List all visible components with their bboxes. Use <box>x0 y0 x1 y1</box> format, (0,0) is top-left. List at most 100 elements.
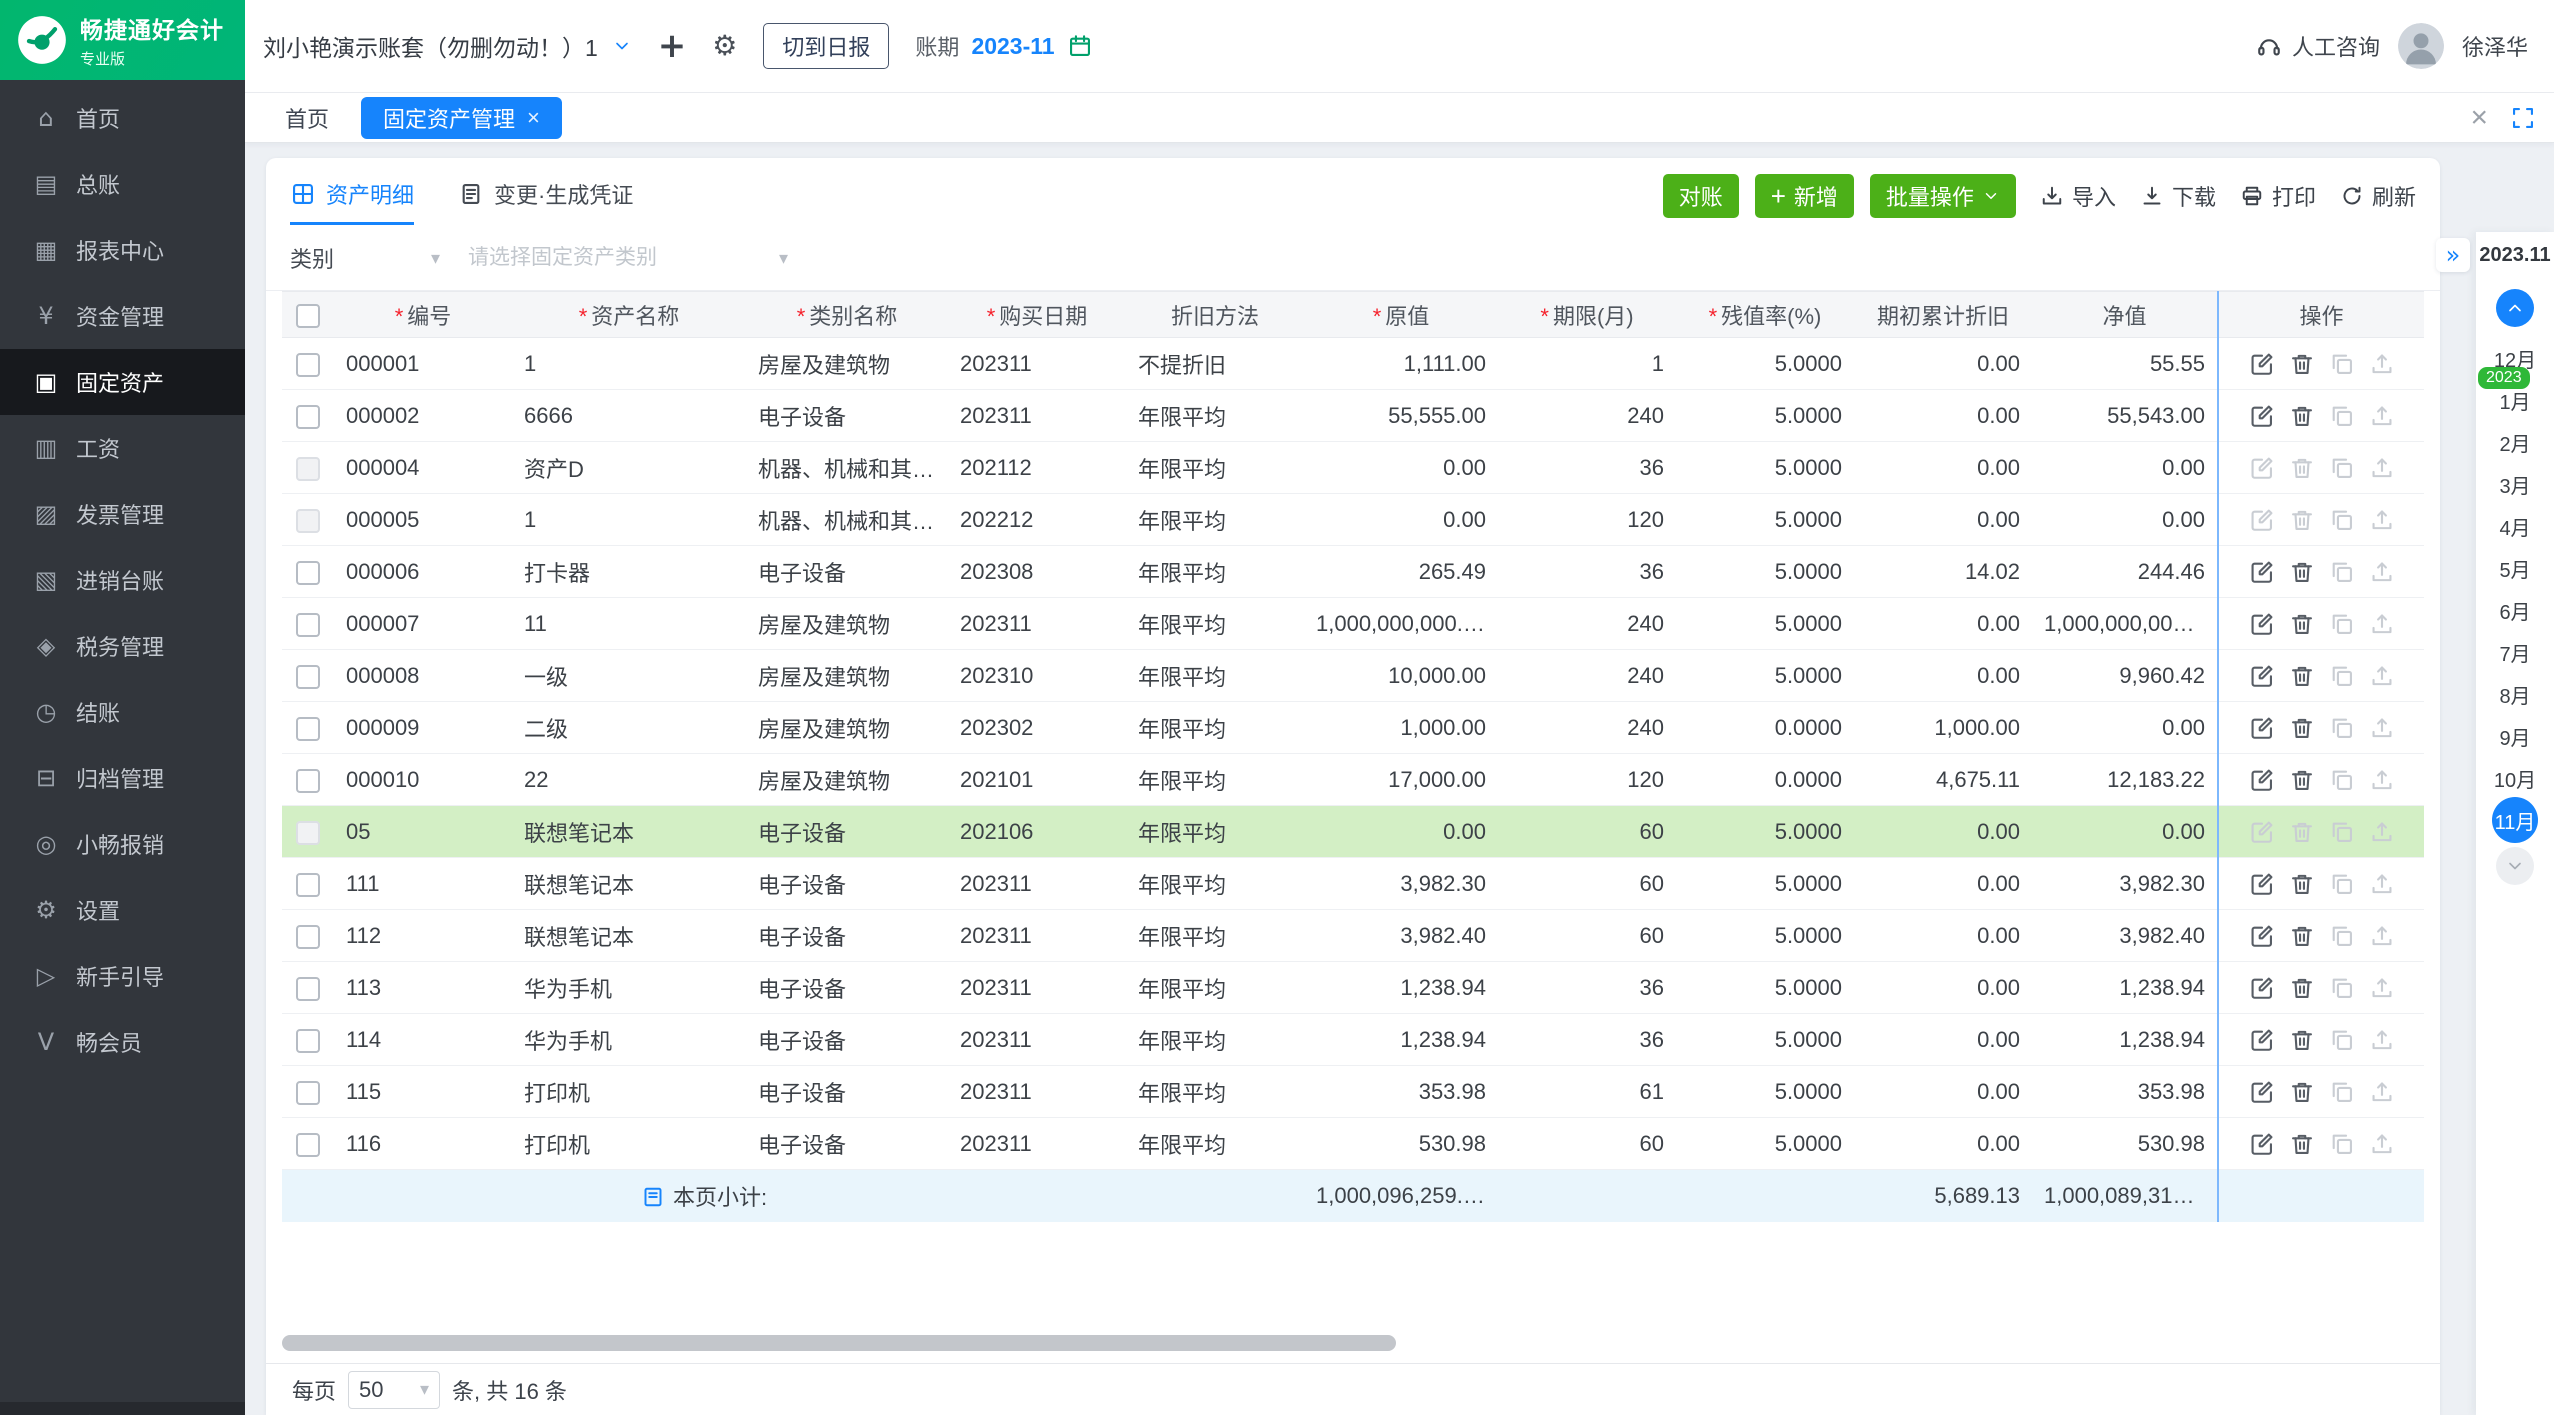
rail-collapse-button[interactable]: » <box>2436 238 2470 272</box>
export-icon[interactable] <box>2369 871 2395 897</box>
delete-icon[interactable] <box>2289 611 2315 637</box>
table-row[interactable]: 000006 打卡器 电子设备 202308 年限平均 265.49 36 5.0000 14.… <box>282 545 2424 598</box>
sidebar-item-assets[interactable]: ▣ 固定资产 <box>0 349 245 415</box>
reconcile-button[interactable]: 对账 <box>1662 174 1739 218</box>
tab-fixed-assets[interactable]: 固定资产管理 × <box>361 96 562 139</box>
sidebar-item-funds[interactable]: ¥ 资金管理 <box>0 283 245 349</box>
table-row[interactable]: 000007 11 房屋及建筑物 202311 年限平均 1,000,000,000.00… <box>282 597 2424 650</box>
sidebar-item-salary[interactable]: ▥ 工资 <box>0 415 245 481</box>
sidebar-item-closing[interactable]: ◷ 结账 <box>0 679 245 745</box>
copy-icon[interactable] <box>2329 1079 2355 1105</box>
sidebar-item-guide[interactable]: ▷ 新手引导 <box>0 943 245 1009</box>
row-checkbox[interactable] <box>296 1080 320 1105</box>
sidebar-item-expense[interactable]: ◎ 小畅报销 <box>0 811 245 877</box>
edit-icon[interactable] <box>2249 1079 2275 1105</box>
delete-icon[interactable] <box>2289 1131 2315 1157</box>
copy-icon[interactable] <box>2329 403 2355 429</box>
calendar-month-10[interactable]: 10月 <box>2493 769 2537 792</box>
edit-icon[interactable] <box>2249 611 2275 637</box>
edit-icon[interactable] <box>2249 559 2275 585</box>
horizontal-scrollbar[interactable] <box>282 1335 2424 1351</box>
table-row[interactable]: 113 华为手机 电子设备 202311 年限平均 1,238.94 36 5.0000 0.0… <box>282 961 2424 1014</box>
calendar-month-4[interactable]: 4月 <box>2499 517 2531 540</box>
select-all-checkbox[interactable] <box>296 303 320 328</box>
row-checkbox[interactable] <box>296 716 320 741</box>
delete-icon[interactable] <box>2289 715 2315 741</box>
calendar-month-7[interactable]: 7月 <box>2499 643 2531 666</box>
edit-icon[interactable] <box>2249 767 2275 793</box>
add-account-button[interactable]: + <box>657 26 687 66</box>
row-checkbox[interactable] <box>296 352 320 377</box>
sidebar-item-trade[interactable]: ▧ 进销台账 <box>0 547 245 613</box>
category-select[interactable]: 类别 ▾ <box>290 247 440 272</box>
row-checkbox[interactable] <box>296 976 320 1001</box>
edit-icon[interactable] <box>2249 403 2275 429</box>
scroll-up-button[interactable] <box>2496 289 2534 327</box>
edit-icon[interactable] <box>2249 871 2275 897</box>
row-checkbox[interactable] <box>296 1028 320 1053</box>
refresh-button[interactable]: 刷新 <box>2340 180 2416 212</box>
close-icon[interactable]: × <box>2470 100 2488 134</box>
copy-icon[interactable] <box>2329 715 2355 741</box>
row-checkbox[interactable] <box>296 664 320 689</box>
copy-icon[interactable] <box>2329 559 2355 585</box>
table-row[interactable]: 115 打印机 电子设备 202311 年限平均 353.98 61 5.0000 0.00 35… <box>282 1065 2424 1118</box>
sidebar-item-home[interactable]: ⌂ 首页 <box>0 85 245 151</box>
calendar-month-2[interactable]: 2月 <box>2499 433 2531 456</box>
table-row[interactable]: 112 联想笔记本 电子设备 202311 年限平均 3,982.40 60 5.0000 0.… <box>282 909 2424 962</box>
table-row[interactable]: 114 华为手机 电子设备 202311 年限平均 1,238.94 36 5.0000 0.0… <box>282 1013 2424 1066</box>
sidebar-item-tax[interactable]: ◈ 税务管理 <box>0 613 245 679</box>
export-icon[interactable] <box>2369 923 2395 949</box>
export-icon[interactable] <box>2369 611 2395 637</box>
copy-icon[interactable] <box>2329 871 2355 897</box>
export-icon[interactable] <box>2369 715 2395 741</box>
category-filter-input[interactable] <box>468 246 771 270</box>
table-row[interactable]: 000001 1 房屋及建筑物 202311 不提折旧 1,111.00 1 5.0000 0.… <box>282 337 2424 390</box>
row-checkbox[interactable] <box>296 612 320 637</box>
delete-icon[interactable] <box>2289 923 2315 949</box>
row-checkbox[interactable] <box>296 872 320 897</box>
sidebar-item-archive[interactable]: ⊟ 归档管理 <box>0 745 245 811</box>
copy-icon[interactable] <box>2329 351 2355 377</box>
add-asset-button[interactable]: + 新增 <box>1754 174 1854 218</box>
sidebar-item-ledger[interactable]: ▤ 总账 <box>0 151 245 217</box>
edit-icon[interactable] <box>2249 663 2275 689</box>
delete-icon[interactable] <box>2289 559 2315 585</box>
delete-icon[interactable] <box>2289 663 2315 689</box>
export-icon[interactable] <box>2369 1131 2395 1157</box>
row-checkbox[interactable] <box>296 560 320 585</box>
batch-actions-button[interactable]: 批量操作 <box>1869 174 2016 218</box>
tab-home[interactable]: 首页 <box>285 106 330 132</box>
tab-close-icon[interactable]: × <box>527 104 540 130</box>
export-icon[interactable] <box>2369 1079 2395 1105</box>
calendar-month-6[interactable]: 6月 <box>2499 601 2531 624</box>
delete-icon[interactable] <box>2289 767 2315 793</box>
delete-icon[interactable] <box>2289 975 2315 1001</box>
download-button[interactable]: 下载 <box>2140 180 2216 212</box>
delete-icon[interactable] <box>2289 1027 2315 1053</box>
calendar-month-12[interactable]: 12月 <box>2493 349 2537 372</box>
calendar-month-11[interactable]: 11月 <box>2492 797 2538 843</box>
username[interactable]: 徐泽华 <box>2461 35 2528 60</box>
sidebar-item-invoice[interactable]: ▨ 发票管理 <box>0 481 245 547</box>
delete-icon[interactable] <box>2289 1079 2315 1105</box>
copy-icon[interactable] <box>2329 975 2355 1001</box>
row-checkbox[interactable] <box>296 768 320 793</box>
copy-icon[interactable] <box>2329 767 2355 793</box>
tab-asset-detail[interactable]: 资产明细 <box>290 178 415 225</box>
table-row[interactable]: 116 打印机 电子设备 202311 年限平均 530.98 60 5.0000 0.00 53… <box>282 1117 2424 1170</box>
scroll-down-button[interactable] <box>2496 847 2534 885</box>
table-row[interactable]: 000010 22 房屋及建筑物 202101 年限平均 17,000.00 120 0.00… <box>282 753 2424 806</box>
copy-icon[interactable] <box>2329 923 2355 949</box>
sidebar-item-member[interactable]: Ⅴ 畅会员 <box>0 1009 245 1075</box>
calendar-month-1[interactable]: 1月 <box>2499 391 2531 414</box>
edit-icon[interactable] <box>2249 923 2275 949</box>
table-row[interactable]: 0000051机器、机械和其他生...202212年限平均0.001205.00… <box>282 493 2424 546</box>
export-icon[interactable] <box>2369 663 2395 689</box>
calendar-month-3[interactable]: 3月 <box>2499 475 2531 498</box>
calendar-icon[interactable] <box>1067 33 1093 59</box>
tab-change-voucher[interactable]: 变更·生成凭证 <box>458 178 633 225</box>
export-icon[interactable] <box>2369 403 2395 429</box>
delete-icon[interactable] <box>2289 871 2315 897</box>
calendar-month-5[interactable]: 5月 <box>2499 559 2531 582</box>
